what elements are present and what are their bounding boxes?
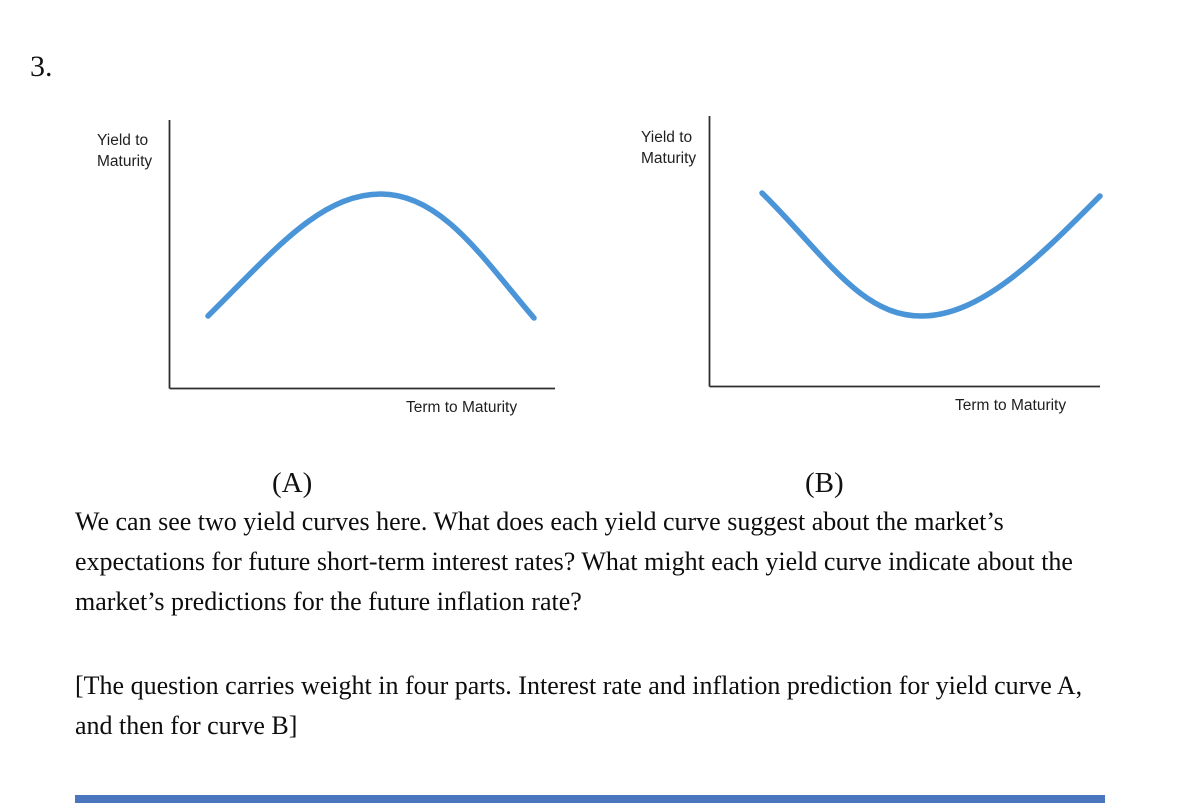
chart-a-x-axis-label: Term to Maturity	[406, 399, 518, 416]
chart-a-y-axis-label: Yield to Maturity	[97, 130, 152, 172]
chart-b-y-axis-label: Yield to Maturity	[641, 127, 696, 169]
bottom-highlight-bar	[75, 795, 1105, 803]
chart-a-y-axis-label-line2: Maturity	[97, 153, 153, 170]
chart-a-caption: (A)	[272, 467, 313, 499]
question-weight-note: [The question carries weight in four par…	[75, 671, 1083, 740]
yield-curve-b	[759, 190, 1103, 319]
question-number: 3.	[30, 50, 53, 83]
question-text: We can see two yield curves here. What d…	[75, 507, 1073, 616]
chart-b-caption: (B)	[805, 467, 844, 499]
chart-b-y-axis-label-line2: Maturity	[641, 150, 697, 167]
chart-b-y-axis-label-line1: Yield to	[641, 129, 693, 146]
chart-b-plot-area	[708, 116, 1103, 388]
chart-a-plot-area	[168, 120, 555, 390]
chart-a-y-axis-label-line1: Yield to	[97, 132, 149, 149]
chart-b-x-axis-label: Term to Maturity	[955, 397, 1067, 414]
yield-curve-a	[205, 191, 537, 321]
